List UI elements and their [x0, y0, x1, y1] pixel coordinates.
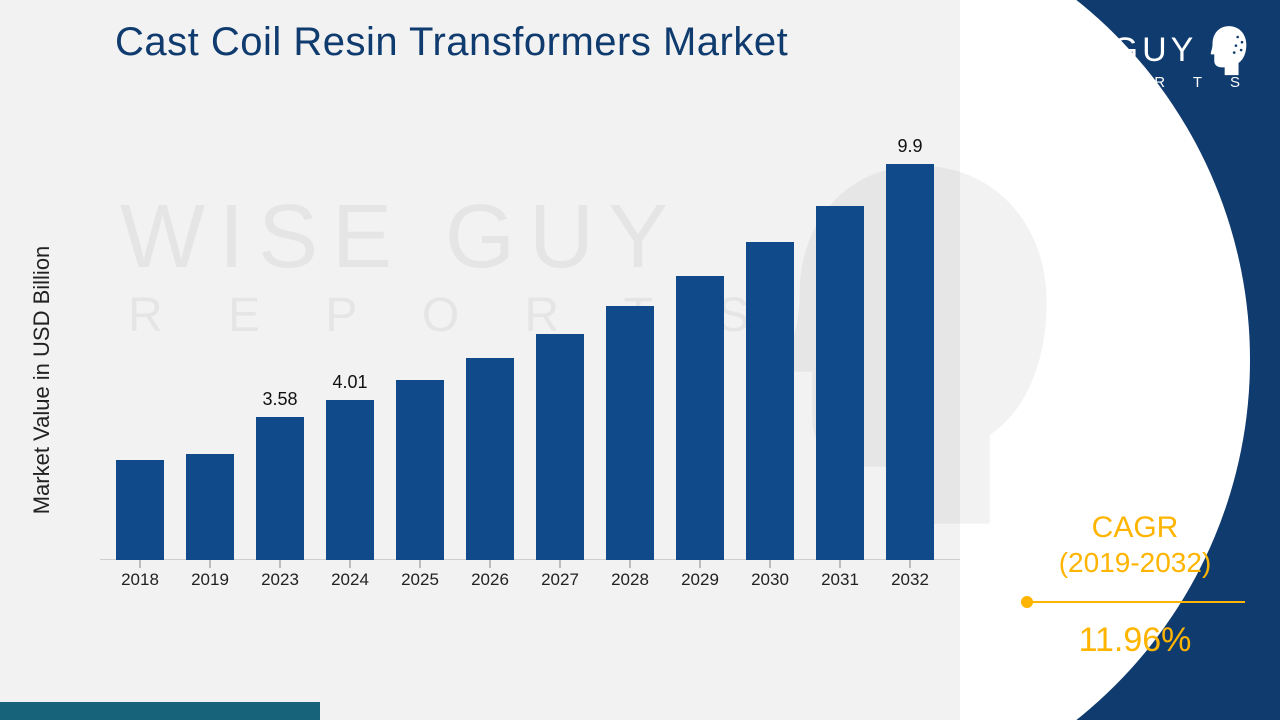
bar	[886, 164, 934, 560]
bottom-accent-bar	[0, 702, 320, 720]
bar	[746, 242, 794, 560]
cagr-value: 11.96%	[990, 621, 1280, 660]
x-tick-label: 2024	[315, 570, 385, 590]
page-root: WISE GUY R E P O R T S Cast Coil Resin T…	[0, 0, 1280, 720]
bar	[256, 417, 304, 560]
x-tick-label: 2028	[595, 570, 665, 590]
x-tick-label: 2025	[385, 570, 455, 590]
chart-area: Market Value in USD Billion 201820193.58…	[60, 140, 980, 620]
brand-logo-main: WISE GUY	[995, 24, 1252, 76]
bar	[536, 334, 584, 560]
bar-value-label: 3.58	[262, 389, 297, 411]
bar-slot: 2029	[665, 248, 735, 560]
bar-slot: 2027	[525, 306, 595, 560]
bar	[186, 454, 234, 560]
x-tick-label: 2023	[245, 570, 315, 590]
cagr-label: CAGR	[990, 511, 1280, 545]
bar-slot: 2030	[735, 214, 805, 560]
bar-value-label: 4.01	[332, 372, 367, 394]
x-tick-label: 2027	[525, 570, 595, 590]
bar	[396, 380, 444, 560]
x-tick-label: 2029	[665, 570, 735, 590]
bar	[466, 358, 514, 560]
chart-title: Cast Coil Resin Transformers Market	[115, 20, 788, 65]
y-axis-label: Market Value in USD Billion	[29, 246, 55, 515]
bar	[606, 306, 654, 560]
x-tick-label: 2026	[455, 570, 525, 590]
bar	[816, 206, 864, 560]
bar-slot: 2026	[455, 330, 525, 560]
x-tick-label: 2019	[175, 570, 245, 590]
x-tick-label: 2032	[875, 570, 945, 590]
brand-head-icon	[1207, 24, 1251, 76]
bar	[676, 276, 724, 560]
bar-slot: 2018	[105, 432, 175, 560]
brand-logo-sub: R E P O R T S	[999, 74, 1252, 91]
cagr-period: (2019-2032)	[990, 547, 1280, 579]
x-tick-label: 2018	[105, 570, 175, 590]
bar	[326, 400, 374, 560]
bar-slot: 2019	[175, 426, 245, 560]
bar-slot: 2031	[805, 178, 875, 560]
brand-logo: WISE GUY R E P O R T S	[995, 24, 1252, 91]
bar-slot: 3.582023	[245, 389, 315, 560]
cagr-divider	[1025, 601, 1245, 603]
cagr-block: CAGR (2019-2032) 11.96%	[990, 511, 1280, 660]
x-tick-label: 2031	[805, 570, 875, 590]
brand-logo-text: WISE GUY	[995, 31, 1197, 70]
bar	[116, 460, 164, 560]
bar-slot: 2025	[385, 352, 455, 560]
bar-value-label: 9.9	[897, 136, 922, 158]
bar-slot: 4.012024	[315, 372, 385, 560]
bar-slot: 2028	[595, 278, 665, 560]
x-tick-label: 2030	[735, 570, 805, 590]
chart-plot: 201820193.5820234.0120242025202620272028…	[100, 140, 960, 560]
bar-slot: 9.92032	[875, 136, 945, 560]
